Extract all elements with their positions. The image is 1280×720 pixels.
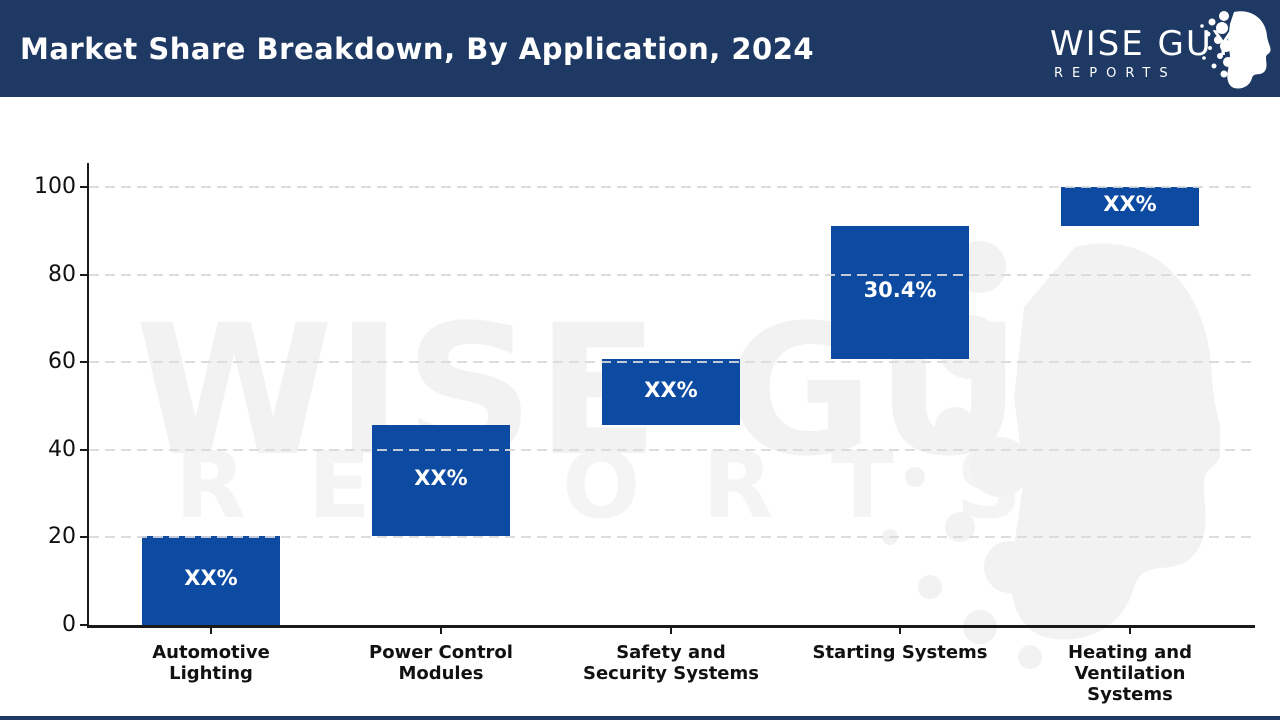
bar-starting-systems bbox=[831, 225, 969, 359]
head-profile-icon bbox=[1200, 11, 1271, 89]
bar-safety-and-security-systems bbox=[602, 358, 740, 426]
y-tick-label-100: 100 bbox=[34, 174, 76, 199]
bar-heating-and-ventilation-systems bbox=[1061, 187, 1199, 226]
y-tick-label-0: 0 bbox=[62, 612, 76, 637]
y-tick-mark-20 bbox=[80, 536, 88, 539]
x-tick-mark-safety-and-security-systems bbox=[670, 628, 672, 634]
wise-guy-reports-logo: WISE GUY REPORTS bbox=[1022, 6, 1272, 92]
gridline-20 bbox=[89, 536, 1253, 539]
bar-automotive-lighting bbox=[142, 535, 280, 625]
bar-value-label-starting-systems: 30.4% bbox=[863, 278, 937, 303]
footer-accent-strip bbox=[0, 716, 1280, 720]
x-axis-line bbox=[87, 625, 1255, 628]
bar-value-label-automotive-lighting: XX% bbox=[184, 566, 238, 591]
gridline-60 bbox=[89, 361, 1253, 364]
y-tick-label-40: 40 bbox=[48, 436, 76, 462]
logo-text: WISE GUY REPORTS bbox=[1050, 24, 1236, 81]
chart-title: Market Share Breakdown, By Application, … bbox=[20, 31, 815, 66]
y-tick-label-60: 60 bbox=[48, 349, 76, 375]
y-tick-label-20: 20 bbox=[48, 524, 76, 550]
x-tick-mark-automotive-lighting bbox=[210, 628, 212, 634]
gridline-100 bbox=[89, 186, 1253, 188]
y-tick-mark-80 bbox=[80, 273, 88, 276]
logo-subtitle: REPORTS bbox=[1054, 66, 1177, 81]
chart-area: WISE GUY REPORTS 0 20 40 60 80 100 XX% Automot… bbox=[0, 97, 1280, 716]
category-label-starting-systems: Starting Systems bbox=[812, 642, 988, 663]
bar-value-label-safety-and-security-systems: XX% bbox=[644, 377, 698, 402]
category-label-safety-and-security-systems: Safety and Security Systems bbox=[582, 642, 759, 685]
y-tick-mark-0 bbox=[80, 624, 88, 626]
gridline-40 bbox=[89, 448, 1253, 451]
y-tick-mark-40 bbox=[80, 448, 88, 451]
category-label-heating-and-ventilation-systems: Heating and Ventilation Systems bbox=[1067, 642, 1192, 706]
bar-power-control-modules bbox=[372, 425, 510, 536]
y-tick-mark-100 bbox=[80, 186, 88, 188]
y-tick-mark-60 bbox=[80, 361, 88, 364]
y-tick-label-80: 80 bbox=[48, 261, 76, 287]
gridline-80 bbox=[89, 273, 1253, 276]
category-label-automotive-lighting: Automotive Lighting bbox=[152, 642, 270, 685]
category-label-power-control-modules: Power Control Modules bbox=[369, 642, 513, 685]
x-tick-mark-power-control-modules bbox=[440, 628, 442, 634]
bar-value-label-heating-and-ventilation-systems: XX% bbox=[1103, 192, 1157, 217]
header-bar: Market Share Breakdown, By Application, … bbox=[0, 0, 1280, 97]
bar-value-label-power-control-modules: XX% bbox=[414, 466, 468, 491]
x-tick-mark-starting-systems bbox=[899, 628, 901, 634]
y-axis-line bbox=[87, 163, 89, 627]
x-tick-mark-heating-and-ventilation-systems bbox=[1129, 628, 1131, 634]
